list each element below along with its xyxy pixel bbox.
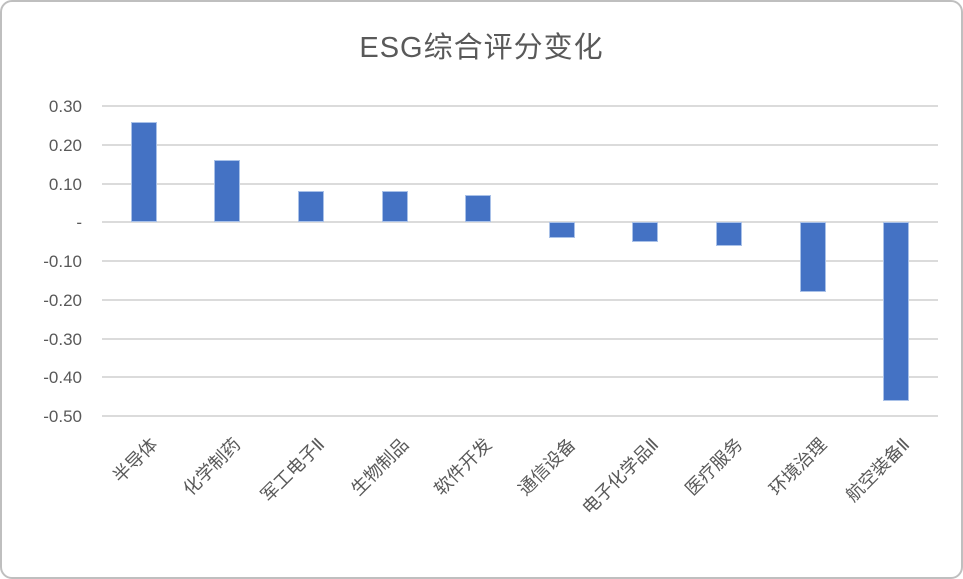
bar-环境治理	[799, 222, 826, 292]
bar-生物制品	[381, 191, 408, 223]
y-axis-tick-label: 0.10	[48, 174, 82, 194]
y-axis-tick-label: 0.30	[48, 97, 82, 116]
y-axis-tick-label: -0.20	[43, 290, 82, 310]
bar-医疗服务	[716, 222, 742, 246]
y-axis-tick-label: -0.10	[43, 252, 82, 271]
bar-软件开发	[465, 195, 492, 223]
y-axis-tick-label: 0.20	[48, 135, 82, 155]
bar-化学制药	[214, 160, 241, 223]
bar-军工电子Ⅱ	[298, 191, 324, 223]
gridline	[102, 143, 938, 146]
y-axis-tick-label: -0.50	[43, 407, 82, 426]
y-axis-tick-label: -0.30	[43, 329, 82, 349]
gridline	[102, 260, 938, 262]
bar-电子化学品Ⅱ	[632, 222, 659, 242]
gridline	[102, 376, 938, 379]
bar-航空装备Ⅱ	[883, 222, 910, 401]
chart-title: ESG综合评分变化	[359, 32, 604, 64]
bar-半导体	[130, 121, 157, 223]
gridline	[102, 337, 938, 340]
gridline	[102, 298, 938, 301]
gridline	[102, 105, 938, 107]
gridline	[102, 415, 938, 417]
y-axis-tick-label: -	[76, 213, 82, 233]
bar-通信设备	[548, 222, 575, 238]
gridline	[102, 182, 938, 185]
x-axis-baseline	[102, 221, 938, 224]
x-axis-category-label: 半导体	[108, 434, 162, 487]
y-axis-tick-label: -0.40	[43, 368, 82, 388]
